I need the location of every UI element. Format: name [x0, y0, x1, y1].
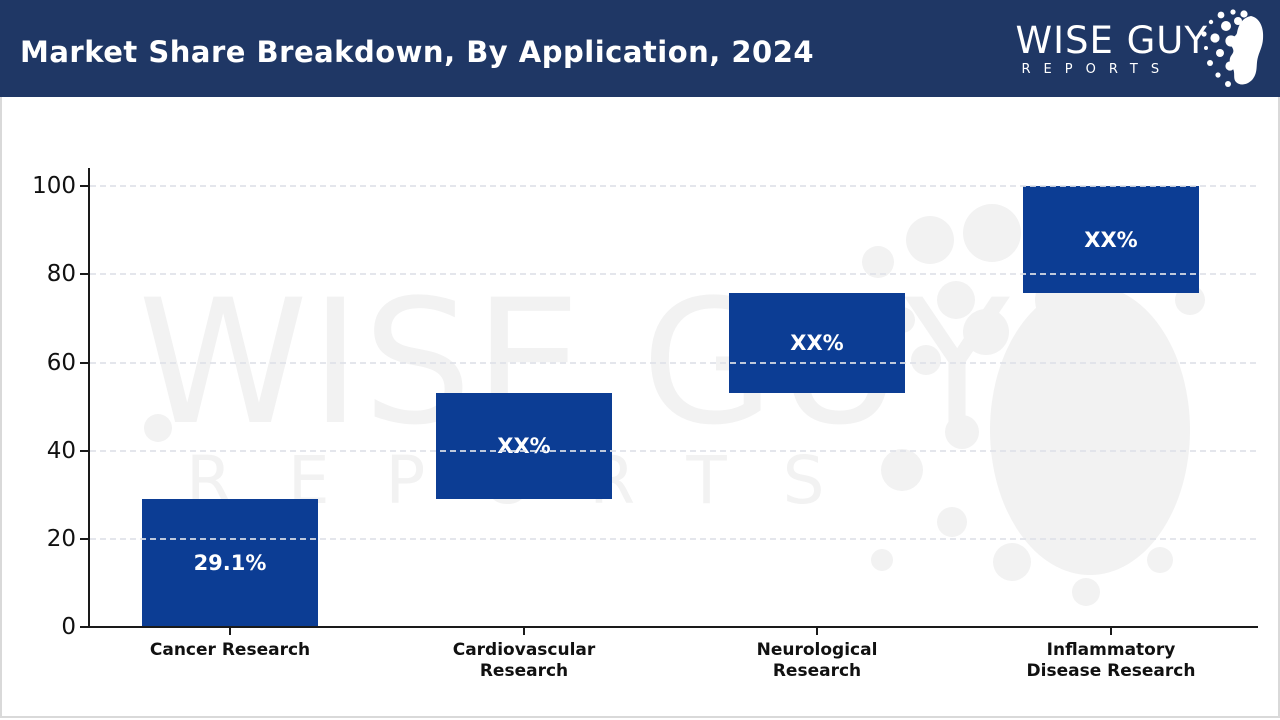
- y-tick-label: 80: [46, 261, 76, 288]
- y-axis-line: [88, 168, 90, 628]
- gridline-100: [90, 185, 1256, 188]
- y-tick-mark: [80, 626, 88, 628]
- y-tick-mark: [80, 361, 88, 364]
- logo-reports-text: REPORTS: [1021, 62, 1173, 77]
- y-tick-mark: [80, 185, 88, 188]
- y-tick-label: 0: [61, 614, 76, 640]
- x-category-label-line: Inflammatory: [1046, 640, 1176, 660]
- y-tick-mark: [80, 273, 88, 276]
- x-category-label-line: Neurological: [756, 640, 878, 660]
- y-tick-label: 100: [32, 173, 76, 200]
- x-category-label-line: Research: [479, 660, 569, 681]
- gridline-60: [90, 361, 1256, 364]
- x-category-label: Neurological Research: [757, 640, 878, 681]
- y-tick-label: 40: [46, 437, 76, 464]
- gridline-40: [90, 449, 1256, 452]
- bar-value-label: XX%: [497, 433, 551, 458]
- logo-wiseguy-text: WISE GUY: [1015, 19, 1208, 62]
- bar-value-label: 29.1%: [193, 550, 267, 575]
- logo-face-icon: [1201, 9, 1264, 87]
- bar-cardiovascular-research: XX%: [436, 392, 612, 499]
- bar-value-label: XX%: [1084, 227, 1138, 252]
- header: Market Share Breakdown, By Application, …: [0, 0, 1280, 97]
- chart-title: Market Share Breakdown, By Application, …: [20, 34, 815, 69]
- x-category-label-line: Disease Research: [1026, 660, 1196, 681]
- y-tick-mark: [80, 537, 88, 540]
- x-tick-mark: [816, 628, 818, 635]
- bar-inflammatory-disease-research: XX%: [1023, 186, 1199, 294]
- gridline-80: [90, 273, 1256, 276]
- gridline-20: [90, 537, 1256, 540]
- x-tick-mark: [1110, 628, 1112, 635]
- x-category-label: Cardiovascular Research: [453, 640, 596, 681]
- wise-guy-logo: WISE GUY REPORTS: [1016, 8, 1264, 90]
- y-tick-label: 20: [46, 525, 76, 552]
- x-category-label: Cancer Research: [150, 640, 310, 661]
- y-tick-label: 60: [46, 349, 76, 376]
- bar-neurological-research: XX%: [729, 293, 905, 393]
- x-axis-line: [88, 626, 1258, 628]
- x-tick-mark: [229, 628, 231, 635]
- x-category-label-line: Research: [772, 660, 862, 681]
- x-category-label-line: Cardiovascular: [452, 640, 596, 660]
- y-tick-mark: [80, 449, 88, 452]
- x-tick-mark: [523, 628, 525, 635]
- x-category-label: Inflammatory Disease Research: [1027, 640, 1196, 681]
- bar-cancer-research: 29.1%: [142, 498, 318, 627]
- x-category-label-line: Cancer Research: [149, 640, 311, 660]
- bar-value-label: XX%: [790, 330, 844, 355]
